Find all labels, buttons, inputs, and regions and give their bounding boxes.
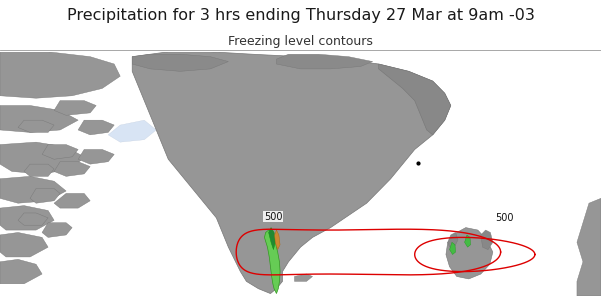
Polygon shape: [450, 242, 456, 255]
Polygon shape: [481, 230, 493, 250]
Polygon shape: [379, 64, 451, 135]
Text: 500: 500: [496, 213, 514, 223]
Polygon shape: [0, 259, 42, 284]
Polygon shape: [577, 198, 601, 296]
Polygon shape: [465, 235, 471, 247]
Polygon shape: [0, 142, 84, 174]
Text: Precipitation for 3 hrs ending Thursday 27 Mar at 9am -03: Precipitation for 3 hrs ending Thursday …: [67, 8, 534, 23]
Polygon shape: [276, 54, 373, 69]
Text: 500: 500: [264, 212, 282, 222]
Polygon shape: [0, 206, 54, 230]
Polygon shape: [0, 105, 78, 132]
Polygon shape: [54, 194, 90, 208]
Polygon shape: [42, 144, 78, 159]
Polygon shape: [0, 176, 66, 203]
Polygon shape: [264, 230, 280, 294]
Polygon shape: [24, 164, 54, 176]
Polygon shape: [42, 223, 72, 237]
Polygon shape: [30, 189, 60, 203]
Polygon shape: [18, 120, 54, 132]
Text: Freezing level contours: Freezing level contours: [228, 35, 373, 48]
Polygon shape: [78, 120, 114, 135]
Polygon shape: [0, 52, 120, 98]
Polygon shape: [18, 213, 48, 225]
Polygon shape: [448, 233, 458, 247]
Polygon shape: [132, 54, 228, 71]
Polygon shape: [108, 120, 156, 142]
Polygon shape: [54, 162, 90, 176]
Polygon shape: [294, 274, 313, 281]
Polygon shape: [275, 230, 280, 250]
Polygon shape: [78, 149, 114, 164]
Polygon shape: [269, 228, 275, 250]
Polygon shape: [446, 228, 493, 279]
Polygon shape: [54, 101, 96, 115]
Polygon shape: [0, 233, 48, 257]
Polygon shape: [132, 52, 451, 294]
